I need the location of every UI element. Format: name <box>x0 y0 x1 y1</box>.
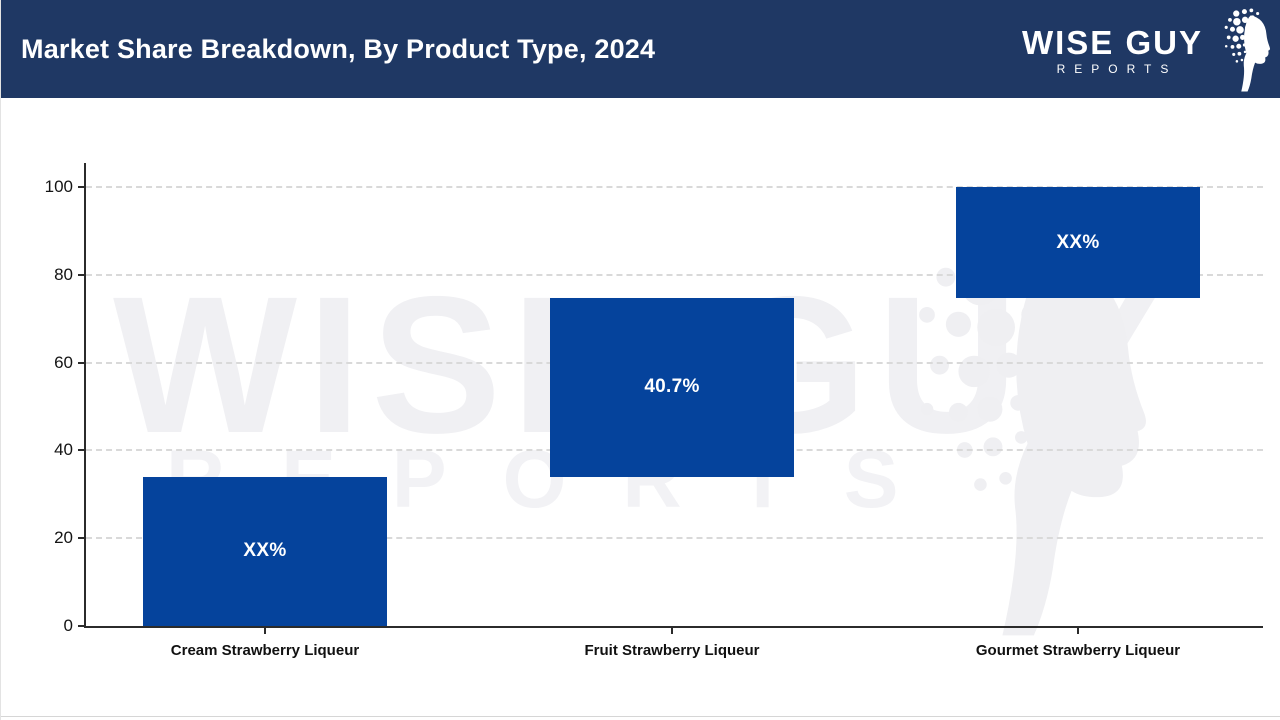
y-axis-line <box>84 163 86 628</box>
x-axis-line <box>84 626 1263 628</box>
wise-guy-reports-logo: WISE GUY REPORTS <box>1022 4 1273 96</box>
x-category-label: Gourmet Strawberry Liqueur <box>975 642 1181 659</box>
y-tick-label: 60 <box>54 352 73 372</box>
bottom-divider <box>1 716 1280 717</box>
y-tick-label: 0 <box>63 616 73 635</box>
y-tick-label: 20 <box>54 528 73 548</box>
y-gridline <box>86 273 1263 276</box>
y-tick-mark <box>78 361 86 364</box>
y-tick-mark <box>78 449 86 452</box>
bar-segment: 40.7% <box>550 298 794 477</box>
logo-subtitle: REPORTS <box>1056 61 1178 76</box>
y-tick-mark <box>78 186 86 188</box>
bar-segment: XX% <box>143 476 387 626</box>
x-tick-mark <box>264 628 266 634</box>
bar-value-label: 40.7% <box>644 376 700 398</box>
bar-value-label: XX% <box>243 540 287 562</box>
x-tick-mark <box>671 628 673 634</box>
y-gridline <box>86 537 1263 540</box>
x-tick-mark <box>1077 628 1079 634</box>
y-tick-label: 80 <box>54 264 73 284</box>
dotted-head-icon <box>1224 8 1270 92</box>
logo-text: WISE GUY REPORTS <box>1022 26 1203 75</box>
bar-segment: XX% <box>956 187 1200 299</box>
y-gridline <box>86 186 1263 188</box>
bar-value-label: XX% <box>1056 231 1100 253</box>
y-tick-mark <box>78 625 86 627</box>
page-title: Market Share Breakdown, By Product Type,… <box>21 33 656 64</box>
y-tick-label: 100 <box>44 177 73 196</box>
y-tick-label: 40 <box>54 440 73 460</box>
chart-canvas: WISE GUY REPORTS 0 20 40 60 80 100 XX% Cream St… <box>1 98 1280 720</box>
logo-name: WISE GUY <box>1021 23 1203 61</box>
y-tick-mark <box>78 273 86 276</box>
x-category-label: Cream Strawberry Liqueur <box>170 642 360 659</box>
y-tick-mark <box>78 537 86 540</box>
x-category-label: Fruit Strawberry Liqueur <box>584 642 760 659</box>
header-bar: Market Share Breakdown, By Product Type,… <box>1 0 1280 98</box>
